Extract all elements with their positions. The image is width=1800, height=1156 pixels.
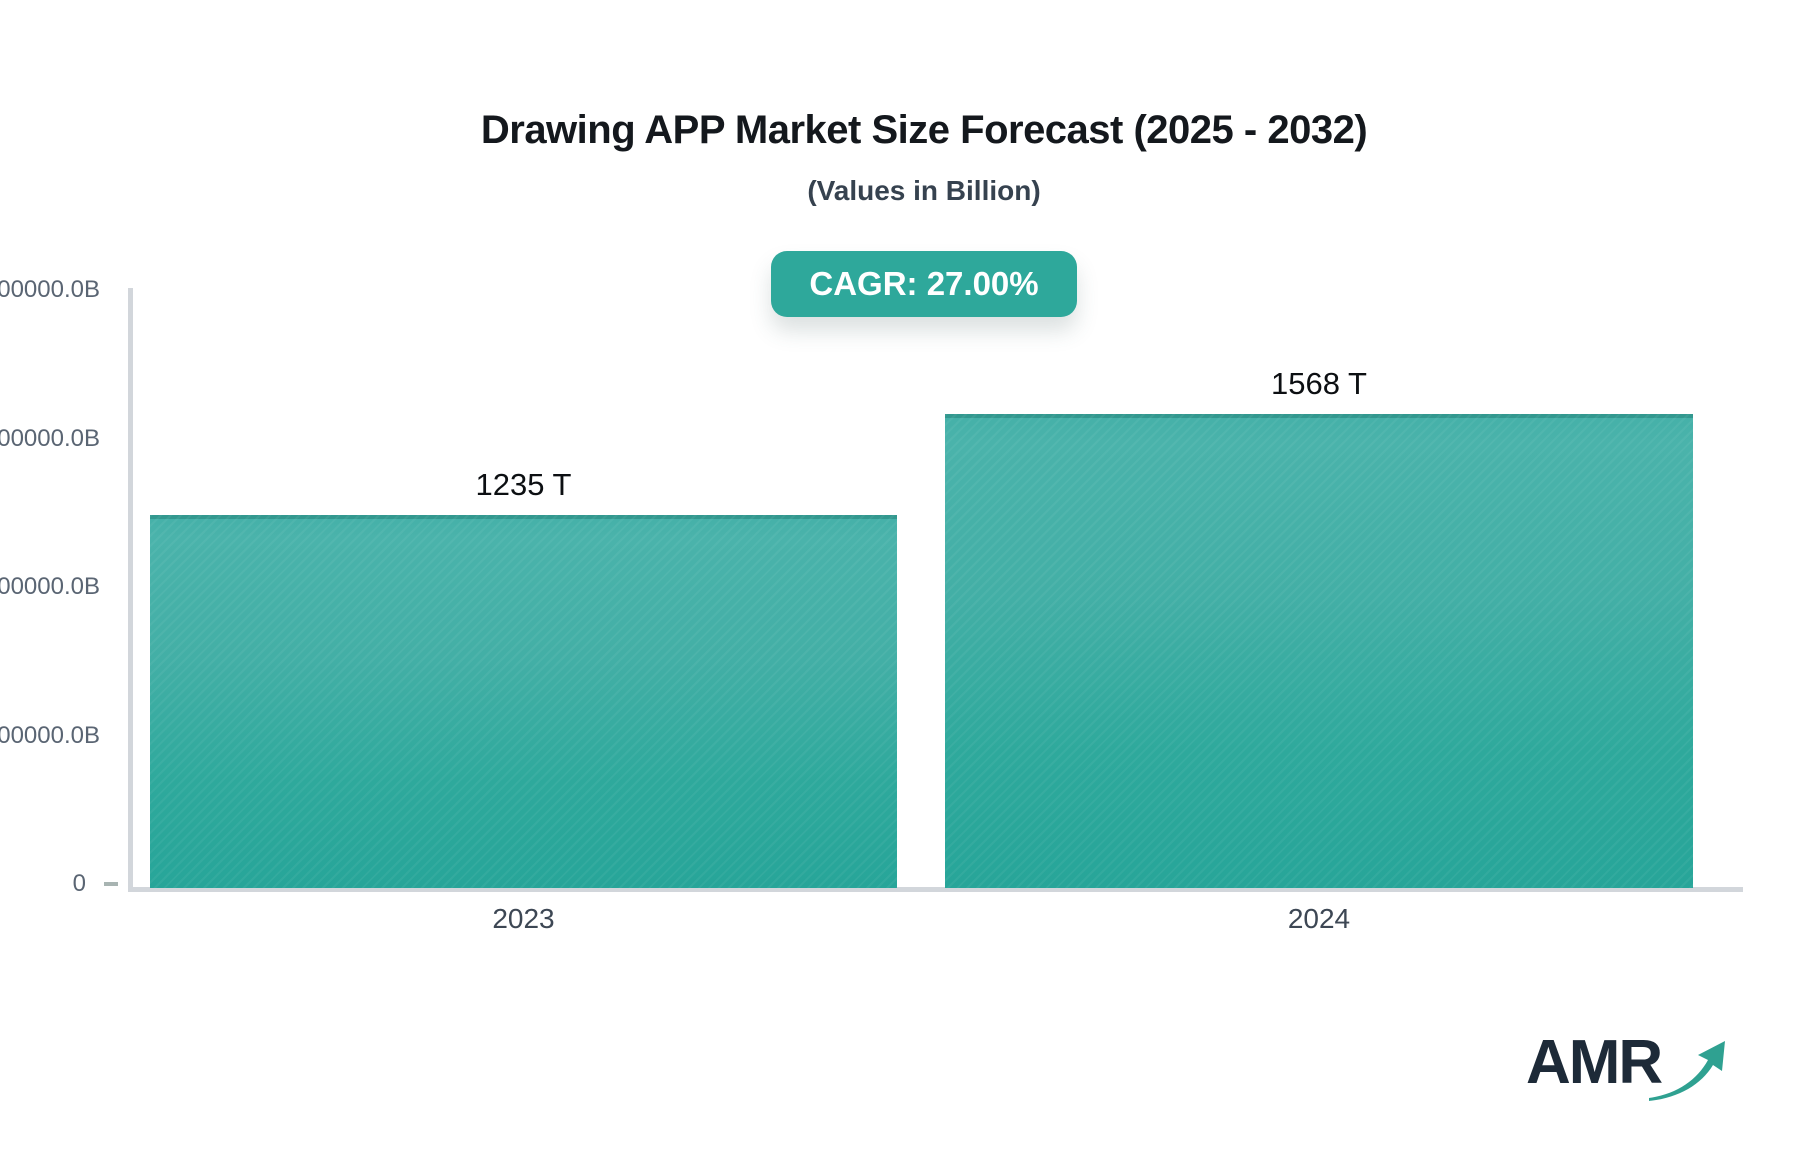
x-axis-category-label: 2023 <box>492 903 555 934</box>
amr-logo: AMR <box>1526 1032 1733 1109</box>
chart-header: Drawing APP Market Size Forecast (2025 -… <box>24 0 1800 317</box>
zero-tick-mark <box>104 882 118 886</box>
y-tick-label: 00000.0B <box>0 573 100 600</box>
cagr-badge: CAGR: 27.00% <box>771 251 1077 317</box>
y-tick-label: 00000.0B <box>0 424 100 452</box>
bar-value-label: 1235 T <box>475 467 572 502</box>
amr-logo-text: AMR <box>1526 1028 1663 1097</box>
growth-arrow-icon <box>1647 1038 1733 1109</box>
x-axis-line <box>128 887 1743 892</box>
y-tick-label: 00000.0B <box>0 276 100 303</box>
y-tick-label: 00000.0B <box>0 721 100 749</box>
bar-2023 <box>150 515 897 888</box>
y-axis-line <box>128 288 133 890</box>
chart-title: Drawing APP Market Size Forecast (2025 -… <box>480 108 1368 152</box>
y-tick-label: 0 <box>72 870 86 897</box>
bar-value-label: 1568 T <box>1271 366 1367 401</box>
cagr-badge-row: CAGR: 27.00% <box>24 251 1800 317</box>
x-axis-category-label: 2024 <box>1287 903 1351 934</box>
bar-2024 <box>945 414 1693 888</box>
chart-subtitle: (Values in Billion) <box>807 175 1041 206</box>
